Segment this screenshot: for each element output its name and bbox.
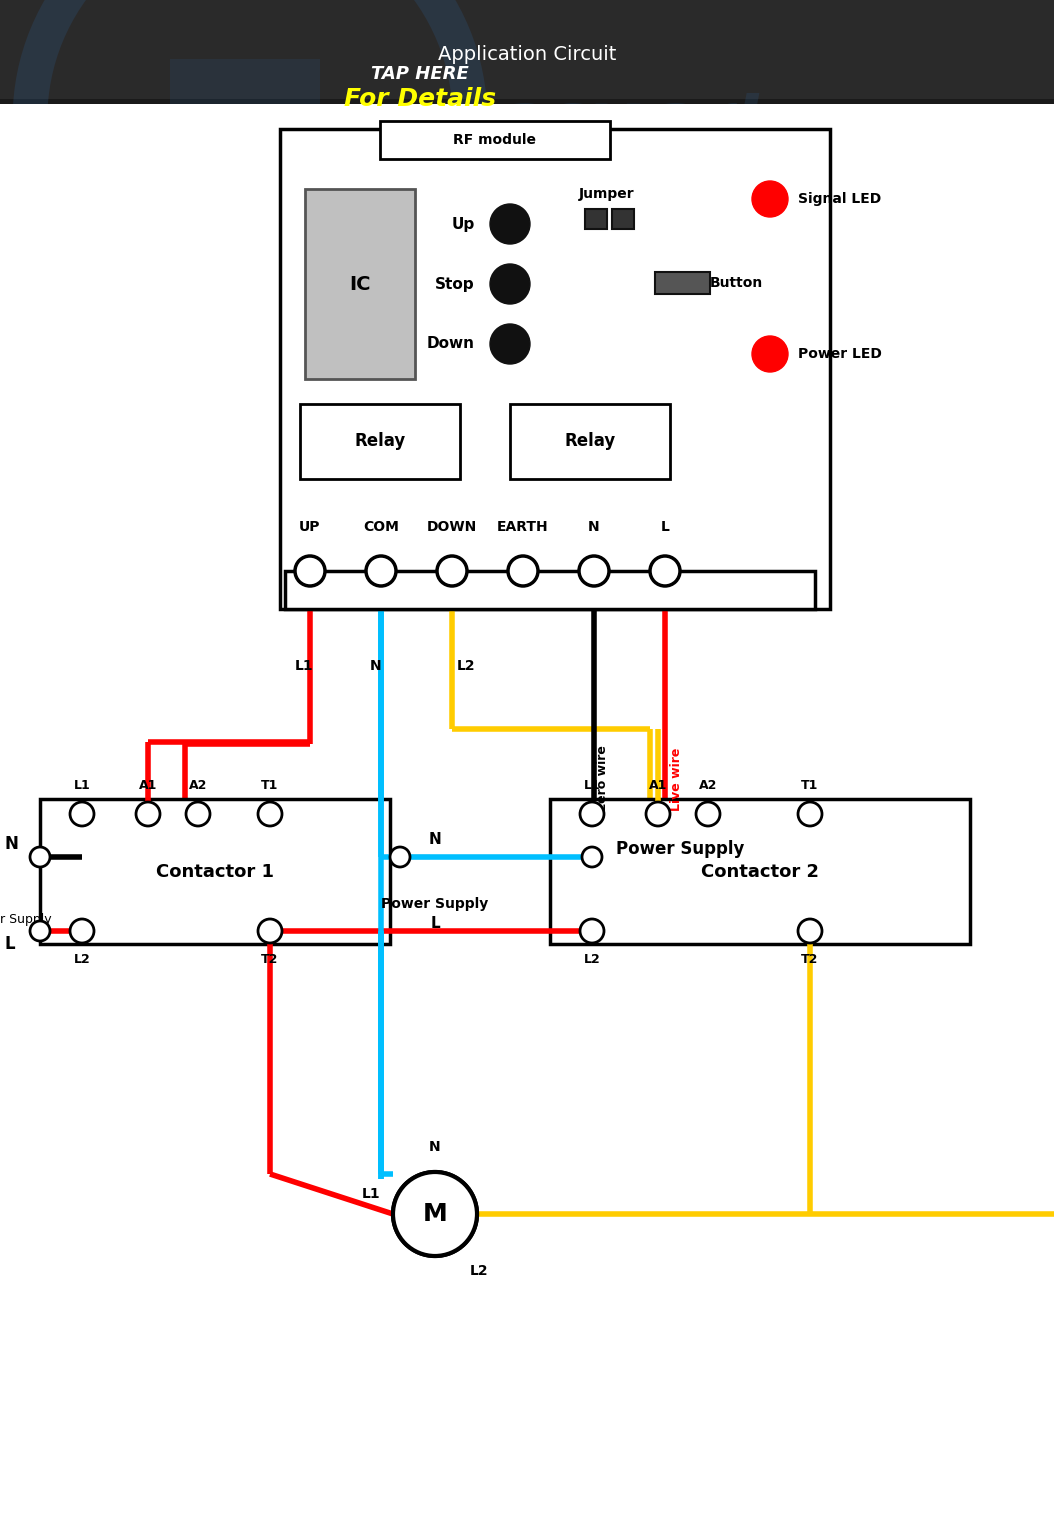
Circle shape — [580, 919, 604, 943]
Bar — [510, 404, 670, 479]
Text: Button: Button — [710, 277, 763, 291]
Text: Relay: Relay — [564, 433, 616, 451]
Bar — [612, 209, 635, 229]
Circle shape — [490, 265, 530, 304]
Text: Power LED: Power LED — [798, 347, 882, 361]
Text: A1: A1 — [139, 778, 157, 792]
Circle shape — [186, 803, 210, 826]
Text: Contactor 2: Contactor 2 — [701, 862, 819, 881]
Text: Power Supply: Power Supply — [616, 839, 744, 858]
Bar — [655, 272, 710, 294]
Circle shape — [650, 557, 680, 586]
Circle shape — [70, 919, 94, 943]
Circle shape — [295, 557, 325, 586]
Text: N: N — [429, 1141, 441, 1154]
Circle shape — [258, 803, 282, 826]
Circle shape — [30, 920, 50, 940]
Circle shape — [752, 336, 788, 372]
Circle shape — [582, 847, 602, 867]
Circle shape — [393, 1173, 477, 1255]
Bar — [170, 60, 320, 179]
Bar — [585, 209, 607, 229]
Text: Jumper: Jumper — [580, 187, 635, 200]
Circle shape — [752, 180, 788, 217]
Text: L2: L2 — [470, 1264, 489, 1278]
Text: L2: L2 — [457, 659, 475, 673]
Bar — [305, 190, 415, 379]
Text: L1: L1 — [584, 778, 601, 792]
Text: Stop: Stop — [435, 277, 475, 292]
Circle shape — [136, 803, 160, 826]
Text: COM: COM — [363, 520, 398, 534]
Text: UP: UP — [299, 520, 320, 534]
Circle shape — [580, 803, 604, 826]
Circle shape — [366, 557, 396, 586]
Circle shape — [30, 847, 50, 867]
Text: Zero wire: Zero wire — [596, 746, 608, 812]
Circle shape — [393, 1173, 477, 1255]
Bar — [300, 404, 460, 479]
Text: Down: Down — [427, 336, 475, 352]
Text: M: M — [423, 1202, 447, 1226]
Circle shape — [798, 919, 822, 943]
Text: DOWN: DOWN — [427, 520, 477, 534]
Text: N: N — [588, 520, 600, 534]
Text: art: art — [650, 90, 768, 159]
Text: N: N — [5, 835, 19, 853]
Circle shape — [508, 557, 538, 586]
Text: For Details: For Details — [344, 87, 496, 112]
Bar — [280, 128, 829, 609]
Text: N: N — [429, 832, 442, 847]
Bar — [40, 800, 390, 943]
Text: EARTH: EARTH — [497, 520, 549, 534]
Text: T2: T2 — [261, 953, 278, 966]
Bar — [550, 800, 970, 943]
Text: T2: T2 — [801, 953, 819, 966]
Text: Up: Up — [452, 217, 475, 231]
Text: RF module: RF module — [453, 133, 536, 147]
Text: Signal LED: Signal LED — [798, 193, 881, 206]
Circle shape — [490, 324, 530, 364]
Text: TAP HERE: TAP HERE — [371, 66, 469, 83]
Text: Application Circuit: Application Circuit — [437, 44, 617, 64]
Text: L1: L1 — [74, 778, 91, 792]
Bar — [0, 0, 1054, 99]
Bar — [380, 121, 610, 159]
Bar — [285, 570, 815, 609]
Circle shape — [437, 557, 467, 586]
Circle shape — [798, 803, 822, 826]
Text: A2: A2 — [699, 778, 717, 792]
Text: r Supply: r Supply — [0, 913, 52, 925]
Circle shape — [579, 557, 609, 586]
Text: A1: A1 — [649, 778, 667, 792]
Text: L: L — [661, 520, 669, 534]
Text: A2: A2 — [189, 778, 208, 792]
Circle shape — [696, 803, 720, 826]
Text: Relay: Relay — [354, 433, 406, 451]
Text: IC: IC — [349, 275, 371, 294]
Text: L: L — [5, 936, 16, 953]
Text: T1: T1 — [801, 778, 819, 792]
Text: L2: L2 — [74, 953, 91, 966]
Text: L: L — [430, 916, 440, 931]
Text: L2: L2 — [584, 953, 601, 966]
Circle shape — [646, 803, 670, 826]
Text: Contactor 1: Contactor 1 — [156, 862, 274, 881]
Circle shape — [490, 203, 530, 245]
Text: M: M — [423, 1202, 447, 1226]
Circle shape — [390, 847, 410, 867]
Text: L1: L1 — [362, 1187, 380, 1200]
Circle shape — [258, 919, 282, 943]
Text: T1: T1 — [261, 778, 278, 792]
Text: Power Supply: Power Supply — [382, 898, 489, 911]
Text: N: N — [370, 659, 382, 673]
Text: L1: L1 — [295, 659, 314, 673]
Text: Live wire: Live wire — [670, 748, 683, 810]
Text: easy: easy — [450, 90, 638, 159]
Circle shape — [70, 803, 94, 826]
